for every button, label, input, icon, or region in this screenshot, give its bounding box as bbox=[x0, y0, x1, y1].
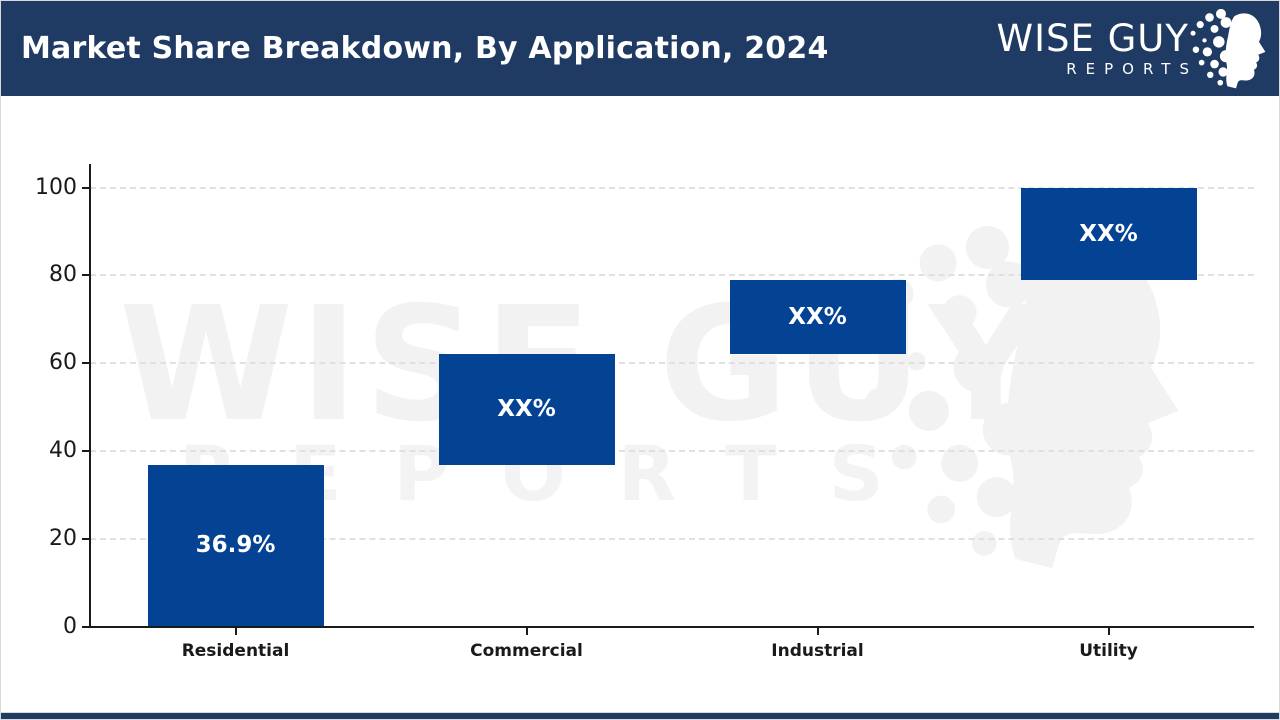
logo-head-icon bbox=[1183, 7, 1269, 91]
y-axis-tick bbox=[82, 625, 90, 628]
bar-value-label: XX% bbox=[1079, 220, 1138, 247]
y-axis-tick bbox=[82, 537, 90, 540]
wise-guy-logo: WISE GUY REPORTS bbox=[997, 7, 1269, 91]
bar-value-label: XX% bbox=[788, 304, 847, 330]
y-gridline bbox=[90, 449, 1254, 452]
y-tick-label: 40 bbox=[49, 437, 77, 463]
footer-bar bbox=[1, 712, 1279, 719]
y-tick-label: 0 bbox=[63, 613, 77, 639]
x-axis-tick bbox=[1107, 626, 1110, 635]
x-axis-tick bbox=[525, 626, 528, 635]
page-title: Market Share Breakdown, By Application, … bbox=[21, 31, 829, 66]
bar-value-label: 36.9% bbox=[195, 532, 276, 559]
y-gridline bbox=[90, 362, 1254, 365]
y-tick-label: 60 bbox=[49, 350, 77, 376]
y-tick-label: 100 bbox=[35, 174, 77, 200]
y-axis-tick bbox=[82, 449, 90, 452]
x-axis-label-residential: Residential bbox=[181, 640, 290, 661]
y-gridline bbox=[90, 274, 1254, 277]
bar-utility: XX% bbox=[1020, 187, 1197, 280]
x-axis-tick bbox=[234, 626, 237, 635]
bar-commercial: XX% bbox=[438, 354, 615, 465]
bar-value-label: XX% bbox=[497, 396, 556, 423]
y-tick-label: 80 bbox=[49, 262, 77, 288]
x-axis-line bbox=[89, 625, 1254, 628]
logo-text: WISE GUY REPORTS bbox=[996, 16, 1189, 79]
logo-reports-text: REPORTS bbox=[1066, 60, 1198, 79]
logo-wiseguy-text: WISE GUY bbox=[996, 16, 1189, 60]
bar-industrial: XX% bbox=[729, 279, 906, 355]
y-gridline bbox=[90, 537, 1254, 540]
y-tick-label: 20 bbox=[49, 525, 77, 551]
y-axis-tick bbox=[82, 362, 90, 365]
y-axis-tick bbox=[82, 274, 90, 277]
x-axis-label-industrial: Industrial bbox=[771, 640, 864, 661]
y-axis-tick bbox=[82, 186, 90, 189]
bar-residential: 36.9% bbox=[147, 464, 324, 627]
y-gridline bbox=[90, 186, 1254, 189]
y-axis-line bbox=[89, 164, 91, 628]
x-axis-label-utility: Utility bbox=[1079, 640, 1138, 661]
x-axis-label-commercial: Commercial bbox=[470, 640, 583, 661]
x-axis-tick bbox=[816, 626, 819, 635]
header-bar: Market Share Breakdown, By Application, … bbox=[1, 1, 1279, 96]
